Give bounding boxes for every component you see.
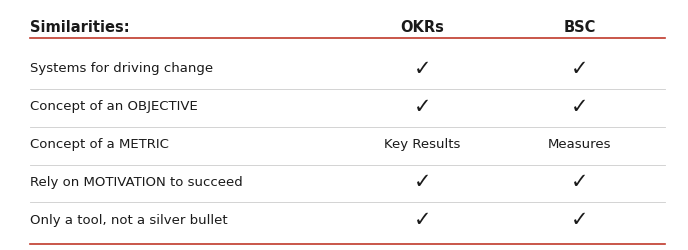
Text: ✓: ✓ <box>413 97 431 117</box>
Text: ✓: ✓ <box>413 172 431 193</box>
Text: BSC: BSC <box>563 20 596 35</box>
Text: OKRs: OKRs <box>400 20 444 35</box>
Text: ✓: ✓ <box>413 59 431 79</box>
Text: ✓: ✓ <box>413 210 431 230</box>
Text: Systems for driving change: Systems for driving change <box>30 62 213 75</box>
Text: Only a tool, not a silver bullet: Only a tool, not a silver bullet <box>30 214 228 227</box>
Text: ✓: ✓ <box>570 59 588 79</box>
Text: Measures: Measures <box>548 138 611 151</box>
Text: Rely on MOTIVATION to succeed: Rely on MOTIVATION to succeed <box>30 176 243 189</box>
Text: ✓: ✓ <box>570 210 588 230</box>
Text: Concept of a METRIC: Concept of a METRIC <box>30 138 169 151</box>
Text: Similarities:: Similarities: <box>30 20 130 35</box>
Text: Key Results: Key Results <box>385 138 461 151</box>
Text: ✓: ✓ <box>570 172 588 193</box>
Text: ✓: ✓ <box>570 97 588 117</box>
Text: Concept of an OBJECTIVE: Concept of an OBJECTIVE <box>30 100 198 113</box>
